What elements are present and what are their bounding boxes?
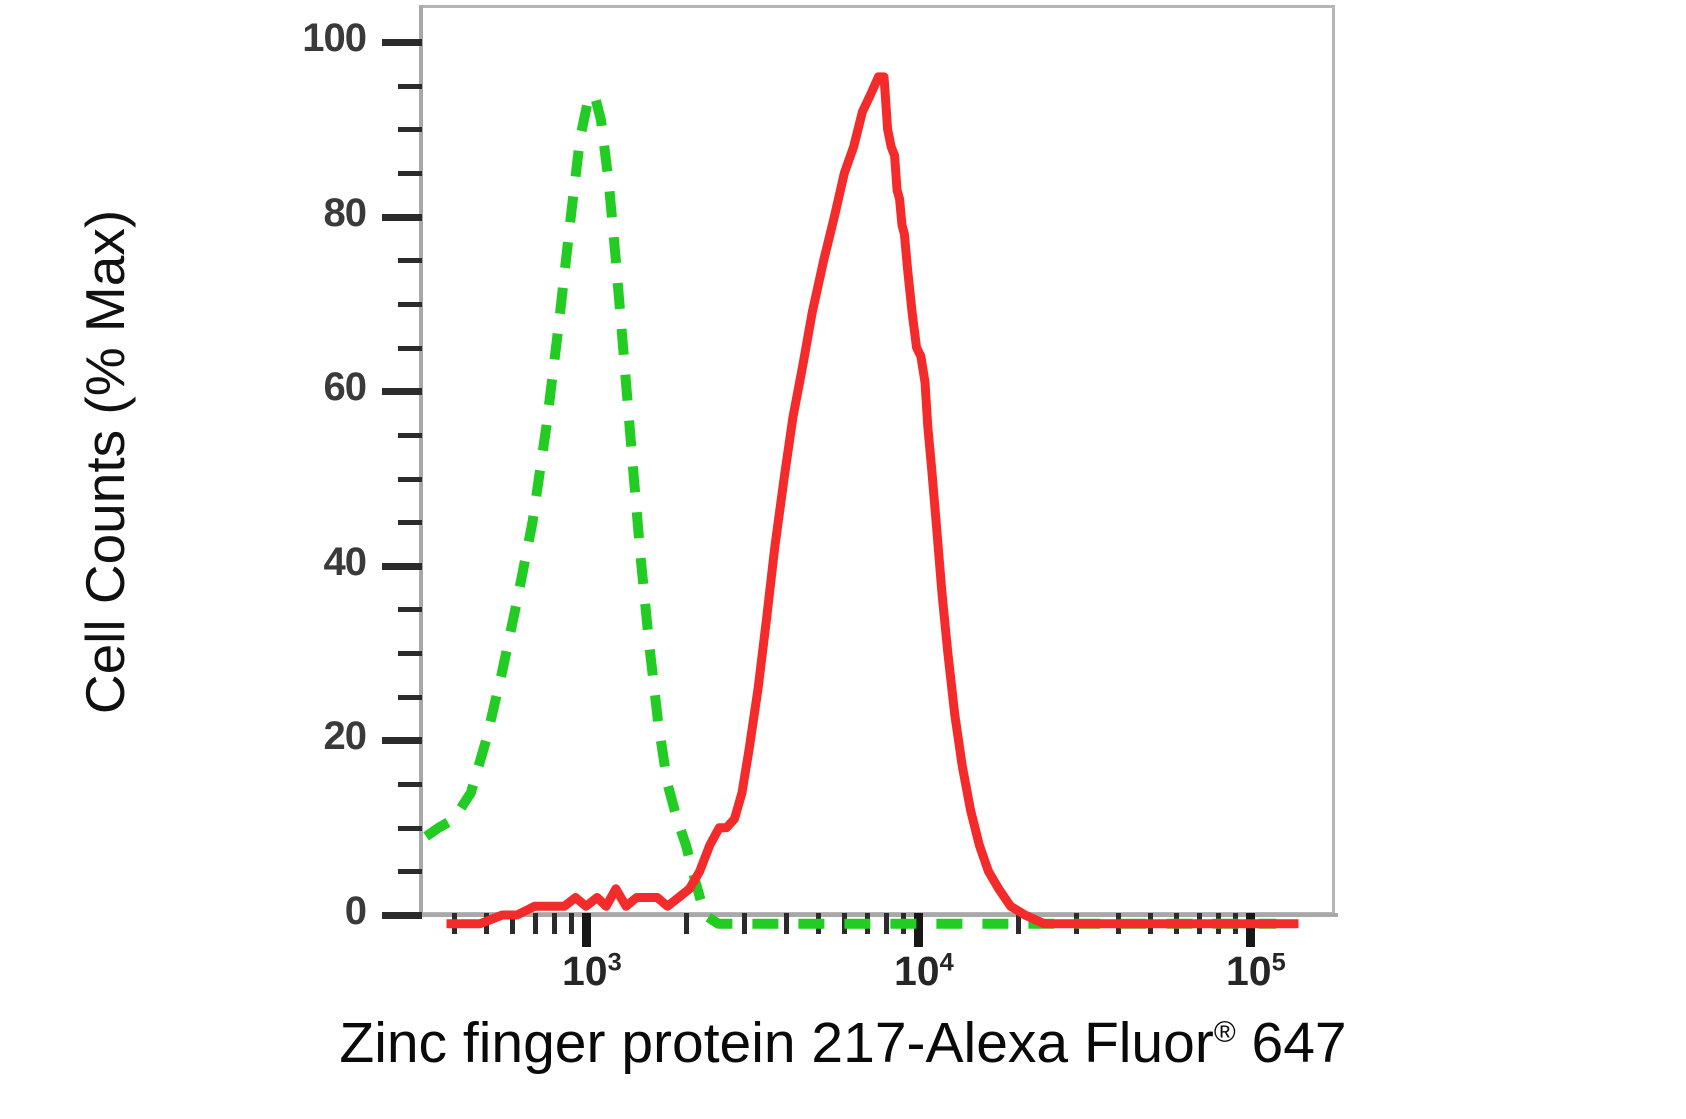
y-tick-label: 20 <box>323 714 367 759</box>
y-tick-minor <box>398 127 422 133</box>
x-tick-minor <box>551 913 557 934</box>
x-tick-minor <box>742 913 748 934</box>
plot-area <box>420 5 1335 915</box>
x-tick-minor <box>1015 913 1021 934</box>
x-tick-minor <box>510 913 516 934</box>
x-tick-exponent: 4 <box>939 948 954 977</box>
y-tick-minor <box>398 607 422 613</box>
x-tick-minor <box>683 913 689 934</box>
y-tick-major <box>382 737 422 745</box>
x-tick-label: 105 <box>1226 948 1286 995</box>
x-axis-line <box>420 913 1338 917</box>
registered-trademark-icon: ® <box>1213 1016 1236 1049</box>
y-tick-minor <box>398 651 422 657</box>
x-tick-minor <box>532 913 538 934</box>
x-tick-mantissa: 10 <box>894 948 940 994</box>
x-tick-exponent: 5 <box>1271 948 1286 977</box>
y-tick-minor <box>398 170 422 176</box>
y-tick-minor <box>398 345 422 351</box>
y-tick-label: 100 <box>302 16 367 60</box>
y-tick-minor <box>398 869 422 875</box>
x-tick-minor <box>883 913 889 934</box>
y-tick-major <box>382 39 422 46</box>
x-axis-title: Zinc finger protein 217-Alexa Fluor® 647 <box>0 1010 1686 1076</box>
x-tick-major <box>914 913 923 947</box>
y-tick-major <box>382 388 422 396</box>
y-axis-line <box>419 5 423 917</box>
x-axis-title-main: Zinc finger protein 217-Alexa Fluor <box>339 1011 1214 1075</box>
y-tick-label: 40 <box>323 539 367 584</box>
histogram-trace <box>446 72 1299 929</box>
x-tick-minor <box>568 913 574 934</box>
y-tick-minor <box>398 520 422 526</box>
x-tick-major <box>582 913 591 947</box>
x-tick-mantissa: 10 <box>562 948 608 994</box>
y-tick-major <box>382 562 422 570</box>
x-tick-exponent: 3 <box>607 948 622 977</box>
y-tick-minor <box>398 825 422 831</box>
y-tick-label: 80 <box>323 190 367 235</box>
y-tick-minor <box>398 476 422 482</box>
y-tick-label: 60 <box>323 365 367 410</box>
x-tick-mantissa: 10 <box>1226 948 1272 994</box>
x-tick-label: 103 <box>562 948 622 995</box>
y-tick-minor <box>398 694 422 700</box>
y-tick-label: 0 <box>344 889 367 933</box>
y-tick-major <box>382 213 422 221</box>
x-tick-minor <box>783 913 789 934</box>
x-tick-major <box>1246 913 1255 947</box>
y-tick-minor <box>398 258 422 264</box>
x-axis-title-tail: 647 <box>1235 1011 1347 1075</box>
y-tick-minor <box>398 301 422 307</box>
y-tick-minor <box>398 782 422 788</box>
y-tick-minor <box>398 83 422 89</box>
y-tick-minor <box>398 432 422 438</box>
x-tick-label: 104 <box>894 948 954 995</box>
histogram-trace <box>423 89 1277 929</box>
y-tick-major <box>382 912 422 919</box>
